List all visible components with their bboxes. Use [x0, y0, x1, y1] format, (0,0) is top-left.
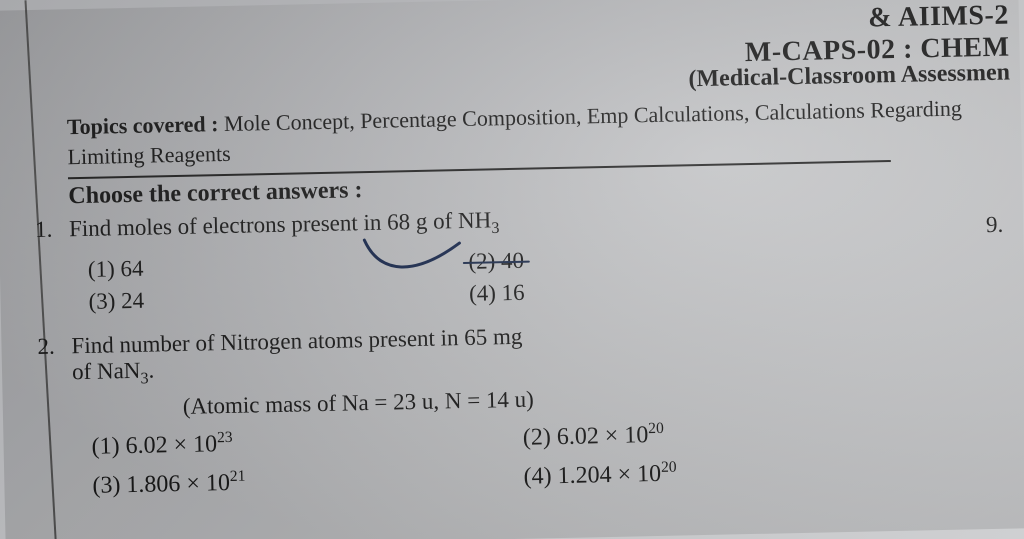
question-1: 1. Find moles of electrons present in 68… [69, 198, 985, 316]
q2-opt-2: (2) 6.02 × 1020 [523, 414, 915, 451]
q1-number: 1. [35, 217, 53, 243]
q2-opt-4-label: (4) 1.204 × 10 [523, 460, 661, 489]
q1-opt-2: (2) 40 [468, 242, 819, 275]
next-question-marker: 9. [986, 212, 1004, 238]
q2-opt-4-sup: 20 [661, 458, 677, 475]
q1-opt-1: (1) 64 [88, 250, 439, 283]
q2-line1: Find number of Nitrogen atoms present in… [71, 324, 522, 358]
q1-sub: 3 [491, 220, 499, 237]
q2-opt-4: (4) 1.204 × 1020 [523, 453, 915, 490]
q2-opt-1: (1) 6.02 × 1023 [91, 423, 483, 460]
q1-text-a: Find moles of electrons present in 68 g … [69, 208, 492, 242]
q1-opt-2-label: (2) 40 [468, 248, 524, 274]
q2-opt-1-label: (1) 6.02 × 10 [91, 431, 217, 460]
q1-opt-4: (4) 16 [469, 274, 820, 307]
q1-opt-3: (3) 24 [88, 282, 439, 315]
prev-page-fragment: & AIIMS-2 [868, 0, 1009, 33]
q2-opt-3-sup: 21 [230, 467, 246, 484]
q2-line2-a: of NaN [72, 358, 141, 384]
margin-line [24, 0, 57, 539]
q2-line2-b: . [148, 357, 154, 382]
topics-lead: Topics covered : [67, 111, 219, 139]
q1-options: (1) 64 (2) 40 (3) 24 (4) 16 [70, 242, 820, 316]
q2-opt-3-label: (3) 1.806 × 10 [92, 470, 230, 499]
q2-opt-1-sup: 23 [217, 428, 233, 445]
q1-text: Find moles of electrons present in 68 g … [69, 208, 500, 242]
worksheet-page: & AIIMS-2 M-CAPS-02 : CHEM (Medical-Clas… [0, 0, 1024, 539]
q2-number: 2. [37, 334, 55, 360]
topics-line: Topics covered : Mole Concept, Percentag… [67, 93, 982, 172]
q2-opt-2-label: (2) 6.02 × 10 [523, 422, 649, 451]
q2-opt-2-sup: 20 [648, 419, 664, 436]
q2-opt-3: (3) 1.806 × 1021 [92, 462, 484, 499]
q2-options: (1) 6.02 × 1023 (2) 6.02 × 1020 (3) 1.80… [73, 414, 915, 500]
q2-line2: of NaN3. [72, 357, 155, 384]
question-2: 2. Find number of Nitrogen atoms present… [71, 314, 986, 390]
